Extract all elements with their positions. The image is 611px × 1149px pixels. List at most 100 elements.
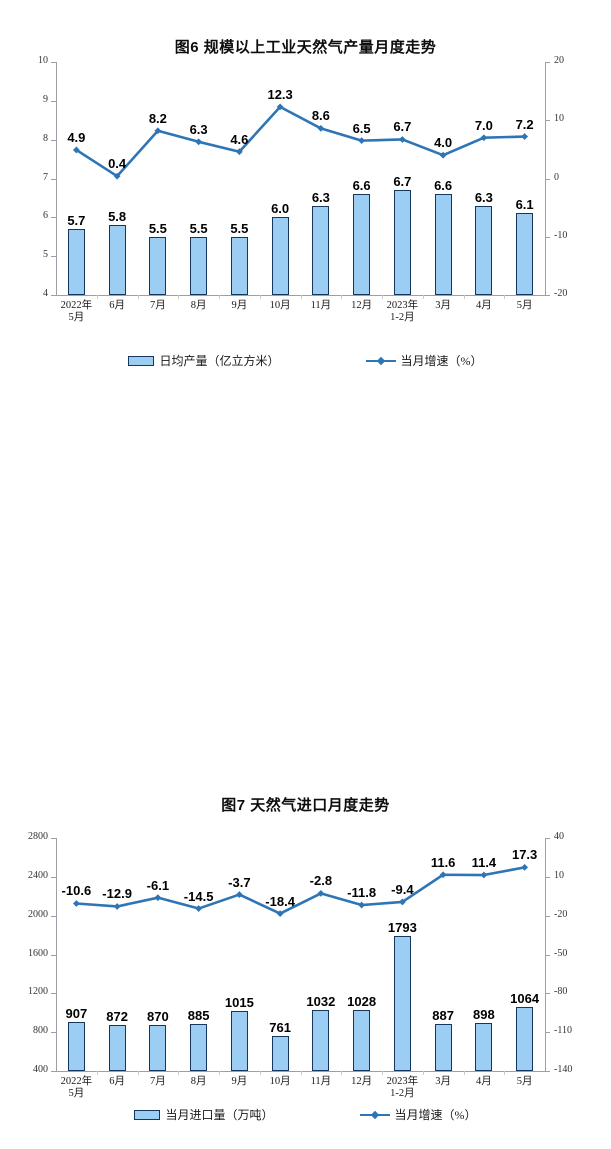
- bar: [149, 236, 167, 295]
- y-axis-left-tick: [51, 217, 56, 219]
- y-axis-right-tick-label: 40: [554, 831, 564, 842]
- bar-value-label: 5.8: [108, 209, 127, 225]
- figure-6-legend: 日均产量（亿立方米） 当月增速（%）: [0, 352, 611, 369]
- data-point-marker: [195, 905, 203, 912]
- y-axis-left-tick-label: 4: [43, 288, 48, 299]
- legend-item-bar: 当月进口量（万吨）: [134, 1106, 274, 1123]
- bar-value-label: 5.5: [189, 220, 208, 236]
- data-point-marker: [480, 134, 488, 142]
- y-axis-left-tick-label: 9: [43, 93, 48, 105]
- x-axis-tick: [422, 1071, 424, 1075]
- line-value-label: 12.3: [267, 86, 293, 102]
- x-axis-tick: [422, 295, 424, 299]
- legend-line-label: 当月增速（%）: [400, 354, 483, 368]
- line-value-label: 17.3: [511, 847, 538, 863]
- data-point-marker: [72, 900, 80, 907]
- figure-7-natural-gas-import: 图7 天然气进口月度走势 2800 2400 2000 1600 1200 800 400 4…: [0, 766, 611, 1149]
- legend-item-line: 当月增速（%）: [359, 1106, 477, 1123]
- data-point-marker: [235, 148, 243, 156]
- y-axis-left-tick: [51, 100, 56, 102]
- y-axis-right-tick: [545, 295, 550, 296]
- line-value-label: 0.4: [108, 156, 127, 172]
- line-value-label: 6.3: [189, 121, 208, 137]
- y-axis-right-tick-label: -20: [554, 288, 568, 299]
- bar-value-label: 6.0: [271, 201, 290, 217]
- y-axis-right-tick-label: -110: [554, 1025, 572, 1037]
- y-axis-right-tick: [545, 1071, 550, 1072]
- legend-item-bar: 日均产量（亿立方米）: [128, 352, 280, 369]
- x-axis-tick: [259, 1071, 261, 1075]
- x-axis-tick: [219, 295, 220, 299]
- bar-value-label: 6.3: [474, 189, 493, 205]
- y-axis-right-tick-label: 20: [554, 55, 564, 66]
- legend-line-marker-icon: [359, 1110, 390, 1120]
- x-axis-category-label: 8月: [190, 300, 207, 311]
- y-axis-left-tick-label: 8: [43, 132, 48, 144]
- y-axis-right-tick-label: -140: [554, 1064, 573, 1075]
- x-axis-category-label: 7月: [150, 300, 166, 311]
- line-value-label: -18.4: [265, 893, 295, 909]
- y-axis-left-tick-label: 2000: [28, 908, 48, 920]
- legend-bar-swatch-icon: [128, 355, 155, 366]
- y-axis-right-tick: [545, 178, 550, 180]
- line-value-label: 7.0: [474, 117, 493, 133]
- x-axis-tick: [178, 1071, 180, 1075]
- line-value-label: -14.5: [183, 888, 214, 904]
- y-axis-left-tick-label: 800: [33, 1025, 48, 1037]
- figure-7-title: 图7 天然气进口月度走势: [221, 797, 390, 814]
- figure-6-natural-gas-output: 图6 规模以上工业天然气产量月度走势 10 9 8 7 6 5 4 20 10 0 -10 -20 5.…: [0, 0, 611, 383]
- x-axis-category-label: 9月: [231, 300, 248, 311]
- line-value-label: 4.0: [434, 135, 453, 151]
- y-axis-right-tick: [545, 954, 550, 956]
- y-axis-left-tick-label: 7: [43, 171, 48, 183]
- line-value-label: 7.2: [515, 116, 534, 132]
- x-axis-category-label: 12月: [351, 300, 373, 311]
- x-axis-category-label: 3月: [435, 300, 451, 311]
- x-axis-tick: [341, 1071, 343, 1075]
- y-axis-right-tick-label: -10: [554, 229, 568, 241]
- x-axis-category-label: 10月: [269, 300, 291, 311]
- figure-7-plot-area: 2800 2400 2000 1600 1200 800 400 40 10 -20 -50 -80 -…: [28, 831, 572, 1075]
- x-axis-category-label: 2023年 1-2月: [386, 300, 419, 323]
- legend-line-marker-icon: [365, 356, 396, 366]
- y-axis-left-tick-label: 6: [43, 210, 48, 222]
- x-axis-tick: [178, 295, 180, 299]
- y-axis-right-tick-label: 10: [554, 113, 564, 125]
- data-point-marker: [195, 138, 203, 146]
- x-axis-category-label: 5月: [516, 300, 533, 311]
- line-value-label: -9.4: [391, 881, 414, 897]
- data-point-marker: [521, 863, 529, 871]
- legend-item-line: 当月增速（%）: [365, 352, 483, 369]
- y-axis-right-tick: [545, 62, 550, 63]
- x-axis-tick: [96, 295, 98, 299]
- data-point-marker: [480, 871, 488, 879]
- line-value-label: -3.7: [228, 874, 251, 890]
- x-axis-tick: [504, 1071, 506, 1075]
- y-axis-left-tick: [51, 295, 56, 296]
- legend-bar-swatch-icon: [134, 1109, 161, 1120]
- x-axis-tick: [382, 1071, 383, 1075]
- x-axis-category-label: 2022年 5月: [60, 300, 93, 323]
- y-axis-left-tick: [51, 139, 56, 141]
- data-point-marker: [113, 172, 121, 180]
- bar: [230, 236, 248, 295]
- line-value-label: 8.6: [311, 108, 330, 124]
- x-axis-category-label: 4月: [476, 300, 492, 311]
- y-axis-right-tick-label: -50: [554, 947, 568, 959]
- x-axis-tick: [463, 295, 465, 299]
- x-axis-tick: [259, 295, 261, 299]
- x-axis-tick: [137, 1071, 139, 1075]
- y-axis-left-tick-label: 5: [43, 249, 48, 261]
- y-axis-left-tick-label: 2400: [28, 869, 48, 881]
- data-point-marker: [72, 146, 80, 154]
- legend-bar-label: 日均产量（亿立方米）: [159, 354, 280, 368]
- y-axis-left: [56, 62, 57, 295]
- y-axis-right-tick-label: 0: [554, 171, 559, 183]
- y-axis-right-tick: [545, 120, 550, 122]
- x-axis-tick: [300, 1071, 302, 1075]
- bar: [475, 205, 493, 295]
- y-axis-left-tick: [51, 1071, 56, 1072]
- bar-value-label: 6.6: [434, 178, 453, 194]
- y-axis-right-tick-label: -20: [554, 908, 568, 920]
- bar-value-label: 5.5: [148, 220, 167, 236]
